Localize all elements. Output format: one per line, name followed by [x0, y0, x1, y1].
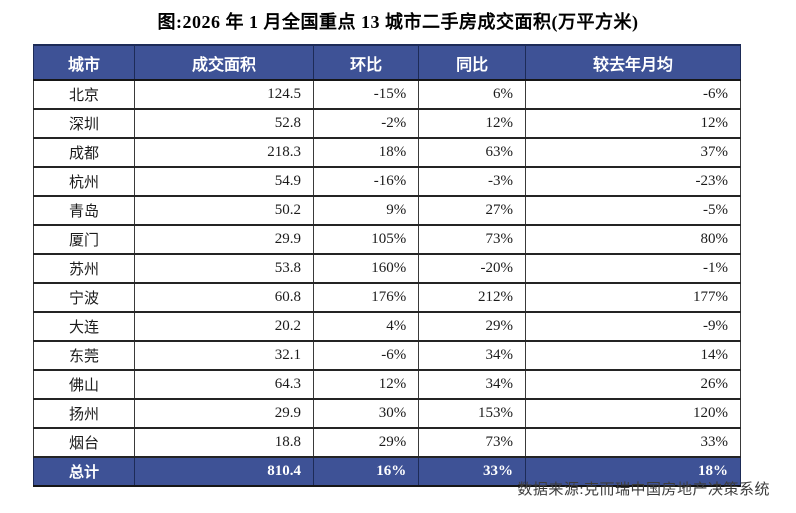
table-row: 佛山 64.3 12% 34% 26% [32, 369, 741, 400]
cell-vs-avg: 33% [525, 427, 741, 458]
cell-vs-avg: 177% [525, 282, 741, 313]
col-header-city: 城市 [32, 44, 136, 81]
cell-vs-avg: 120% [525, 398, 741, 429]
col-header-vs-avg: 较去年月均 [525, 44, 741, 81]
cell-area: 124.5 [134, 79, 314, 110]
cell-yoy: 29% [418, 311, 527, 342]
cell-total-area: 810.4 [134, 456, 314, 487]
col-header-yoy: 同比 [418, 44, 527, 81]
cell-area: 218.3 [134, 137, 314, 168]
table-row: 杭州 54.9 -16% -3% -23% [32, 166, 741, 197]
cell-city: 成都 [32, 137, 136, 168]
cell-vs-avg: 12% [525, 108, 741, 139]
housing-data-table-wrap: 城市 成交面积 环比 同比 较去年月均 北京 124.5 -15% 6% -6%… [32, 44, 741, 487]
cell-mom: -16% [312, 166, 420, 197]
cell-area: 54.9 [134, 166, 314, 197]
table-row: 扬州 29.9 30% 153% 120% [32, 398, 741, 429]
cell-city: 东莞 [32, 340, 136, 371]
cell-area: 29.9 [134, 224, 314, 255]
cell-vs-avg: -9% [525, 311, 741, 342]
cell-city: 佛山 [32, 369, 136, 400]
cell-mom: 30% [312, 398, 420, 429]
cell-yoy: 12% [418, 108, 527, 139]
page-title: 图:2026 年 1 月全国重点 13 城市二手房成交面积(万平方米) [157, 12, 639, 32]
table-header-row: 城市 成交面积 环比 同比 较去年月均 [32, 44, 741, 81]
housing-data-table: 城市 成交面积 环比 同比 较去年月均 北京 124.5 -15% 6% -6%… [32, 44, 741, 487]
cell-vs-avg: -6% [525, 79, 741, 110]
cell-vs-avg: 37% [525, 137, 741, 168]
cell-city: 深圳 [32, 108, 136, 139]
cell-total-vs-avg: 18% [525, 456, 741, 487]
table-row: 苏州 53.8 160% -20% -1% [32, 253, 741, 284]
cell-area: 18.8 [134, 427, 314, 458]
cell-yoy: 63% [418, 137, 527, 168]
total-row: 总计 810.4 16% 33% 18% [32, 456, 741, 487]
cell-vs-avg: 26% [525, 369, 741, 400]
cell-area: 52.8 [134, 108, 314, 139]
cell-area: 20.2 [134, 311, 314, 342]
cell-yoy: -20% [418, 253, 527, 284]
cell-mom: 9% [312, 195, 420, 226]
cell-yoy: 27% [418, 195, 527, 226]
cell-total-mom: 16% [312, 456, 420, 487]
table-row: 青岛 50.2 9% 27% -5% [32, 195, 741, 226]
cell-yoy: 6% [418, 79, 527, 110]
cell-area: 29.9 [134, 398, 314, 429]
table-row: 北京 124.5 -15% 6% -6% [32, 79, 741, 110]
cell-vs-avg: -5% [525, 195, 741, 226]
table-row: 深圳 52.8 -2% 12% 12% [32, 108, 741, 139]
table-row: 烟台 18.8 29% 73% 33% [32, 427, 741, 458]
table-row: 厦门 29.9 105% 73% 80% [32, 224, 741, 255]
cell-mom: -15% [312, 79, 420, 110]
cell-city: 宁波 [32, 282, 136, 313]
data-source-note: 数据来源:克而瑞中国房地产决策系统 [517, 482, 770, 498]
col-header-area: 成交面积 [134, 44, 314, 81]
cell-yoy: 34% [418, 369, 527, 400]
cell-city: 厦门 [32, 224, 136, 255]
cell-area: 53.8 [134, 253, 314, 284]
cell-city: 大连 [32, 311, 136, 342]
cell-city: 杭州 [32, 166, 136, 197]
cell-area: 32.1 [134, 340, 314, 371]
cell-yoy: -3% [418, 166, 527, 197]
cell-total-label: 总计 [32, 456, 136, 487]
cell-yoy: 73% [418, 427, 527, 458]
cell-yoy: 73% [418, 224, 527, 255]
cell-city: 苏州 [32, 253, 136, 284]
cell-area: 64.3 [134, 369, 314, 400]
cell-yoy: 212% [418, 282, 527, 313]
cell-area: 50.2 [134, 195, 314, 226]
col-header-mom: 环比 [312, 44, 420, 81]
cell-mom: 160% [312, 253, 420, 284]
cell-vs-avg: -1% [525, 253, 741, 284]
cell-vs-avg: 80% [525, 224, 741, 255]
cell-total-yoy: 33% [418, 456, 527, 487]
cell-mom: -2% [312, 108, 420, 139]
cell-mom: 105% [312, 224, 420, 255]
cell-area: 60.8 [134, 282, 314, 313]
table-row: 宁波 60.8 176% 212% 177% [32, 282, 741, 313]
cell-city: 烟台 [32, 427, 136, 458]
table-row: 成都 218.3 18% 63% 37% [32, 137, 741, 168]
cell-mom: 4% [312, 311, 420, 342]
cell-vs-avg: 14% [525, 340, 741, 371]
cell-city: 扬州 [32, 398, 136, 429]
cell-yoy: 153% [418, 398, 527, 429]
table-row: 东莞 32.1 -6% 34% 14% [32, 340, 741, 371]
table-row: 大连 20.2 4% 29% -9% [32, 311, 741, 342]
cell-vs-avg: -23% [525, 166, 741, 197]
cell-mom: -6% [312, 340, 420, 371]
cell-yoy: 34% [418, 340, 527, 371]
cell-city: 北京 [32, 79, 136, 110]
cell-mom: 176% [312, 282, 420, 313]
cell-mom: 18% [312, 137, 420, 168]
cell-mom: 29% [312, 427, 420, 458]
cell-mom: 12% [312, 369, 420, 400]
cell-city: 青岛 [32, 195, 136, 226]
